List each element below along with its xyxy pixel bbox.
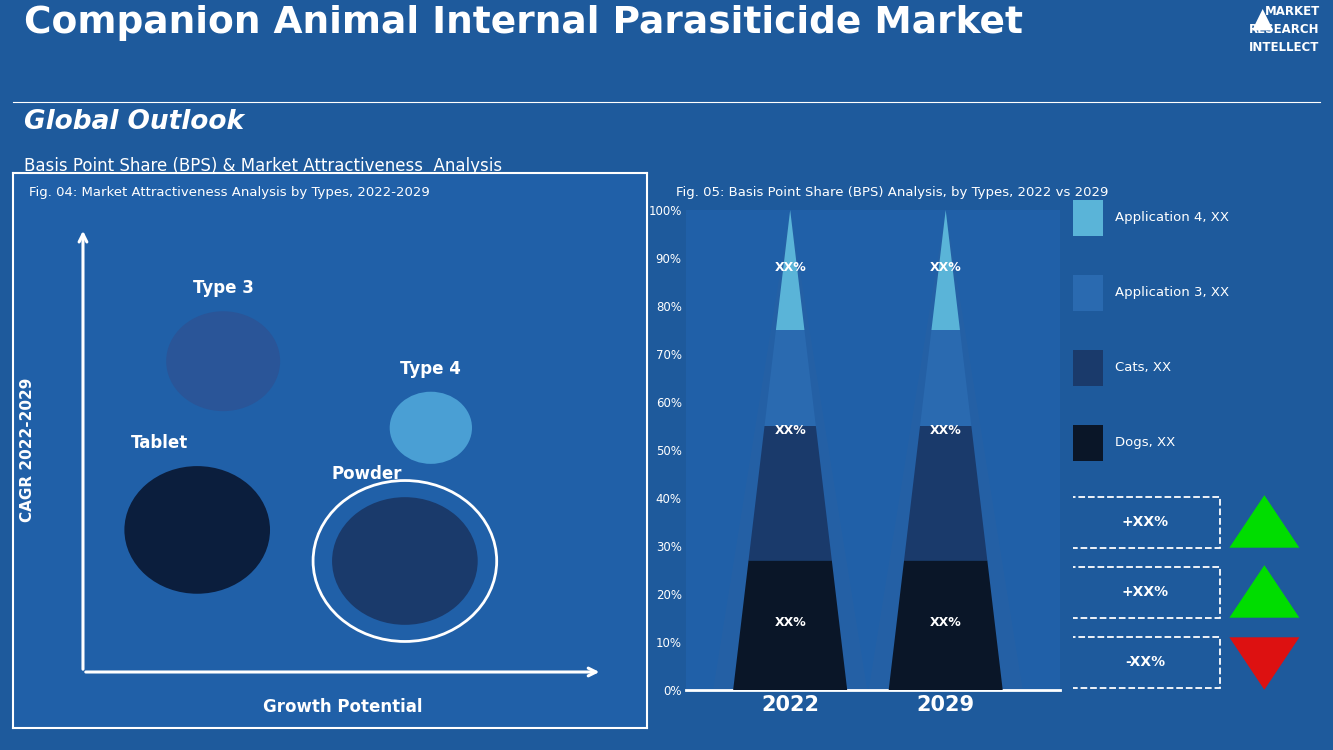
Polygon shape xyxy=(713,210,868,690)
Text: -XX%: -XX% xyxy=(1125,656,1165,670)
Text: MARKET
RESEARCH
INTELLECT: MARKET RESEARCH INTELLECT xyxy=(1249,5,1320,54)
Polygon shape xyxy=(904,426,988,560)
Circle shape xyxy=(124,466,271,594)
FancyBboxPatch shape xyxy=(1073,424,1104,460)
Text: Fig. 04: Market Attractiveness Analysis by Types, 2022-2029: Fig. 04: Market Attractiveness Analysis … xyxy=(29,187,431,200)
Text: Global Outlook: Global Outlook xyxy=(24,109,244,135)
FancyBboxPatch shape xyxy=(1073,350,1104,386)
Polygon shape xyxy=(733,560,848,690)
Text: XX%: XX% xyxy=(930,424,961,437)
FancyBboxPatch shape xyxy=(1073,274,1104,310)
Polygon shape xyxy=(932,210,960,330)
Polygon shape xyxy=(869,210,1022,690)
Text: +XX%: +XX% xyxy=(1122,515,1169,529)
Text: Dogs, XX: Dogs, XX xyxy=(1114,436,1176,449)
Text: ▲: ▲ xyxy=(1252,5,1273,33)
Text: Application 3, XX: Application 3, XX xyxy=(1114,286,1229,299)
Polygon shape xyxy=(1229,638,1300,690)
Polygon shape xyxy=(1229,566,1300,618)
Text: XX%: XX% xyxy=(774,424,806,437)
Text: CAGR 2022-2029: CAGR 2022-2029 xyxy=(20,378,35,522)
Circle shape xyxy=(332,497,477,625)
Text: Powder: Powder xyxy=(332,465,403,483)
Text: +XX%: +XX% xyxy=(1122,586,1169,599)
Polygon shape xyxy=(1229,495,1300,548)
Text: XX%: XX% xyxy=(930,261,961,274)
Polygon shape xyxy=(765,330,816,426)
Polygon shape xyxy=(776,210,804,330)
Text: Basis Point Share (BPS) & Market Attractiveness  Analysis: Basis Point Share (BPS) & Market Attract… xyxy=(24,157,503,175)
Text: Companion Animal Internal Parasiticide Market: Companion Animal Internal Parasiticide M… xyxy=(24,5,1022,41)
FancyBboxPatch shape xyxy=(1073,200,1104,236)
Circle shape xyxy=(167,311,280,411)
Text: Application 4, XX: Application 4, XX xyxy=(1114,211,1229,224)
Circle shape xyxy=(389,392,472,464)
Text: Fig. 05: Basis Point Share (BPS) Analysis, by Types, 2022 vs 2029: Fig. 05: Basis Point Share (BPS) Analysi… xyxy=(676,187,1109,200)
Text: Tablet: Tablet xyxy=(131,434,188,452)
Polygon shape xyxy=(749,426,832,560)
Text: Type 3: Type 3 xyxy=(193,280,253,298)
Text: Type 4: Type 4 xyxy=(400,360,461,378)
Text: XX%: XX% xyxy=(774,261,806,274)
Text: Growth Potential: Growth Potential xyxy=(263,698,423,716)
Text: XX%: XX% xyxy=(774,616,806,629)
Text: Cats, XX: Cats, XX xyxy=(1114,361,1172,374)
Polygon shape xyxy=(889,560,1002,690)
Text: XX%: XX% xyxy=(930,616,961,629)
Polygon shape xyxy=(920,330,972,426)
